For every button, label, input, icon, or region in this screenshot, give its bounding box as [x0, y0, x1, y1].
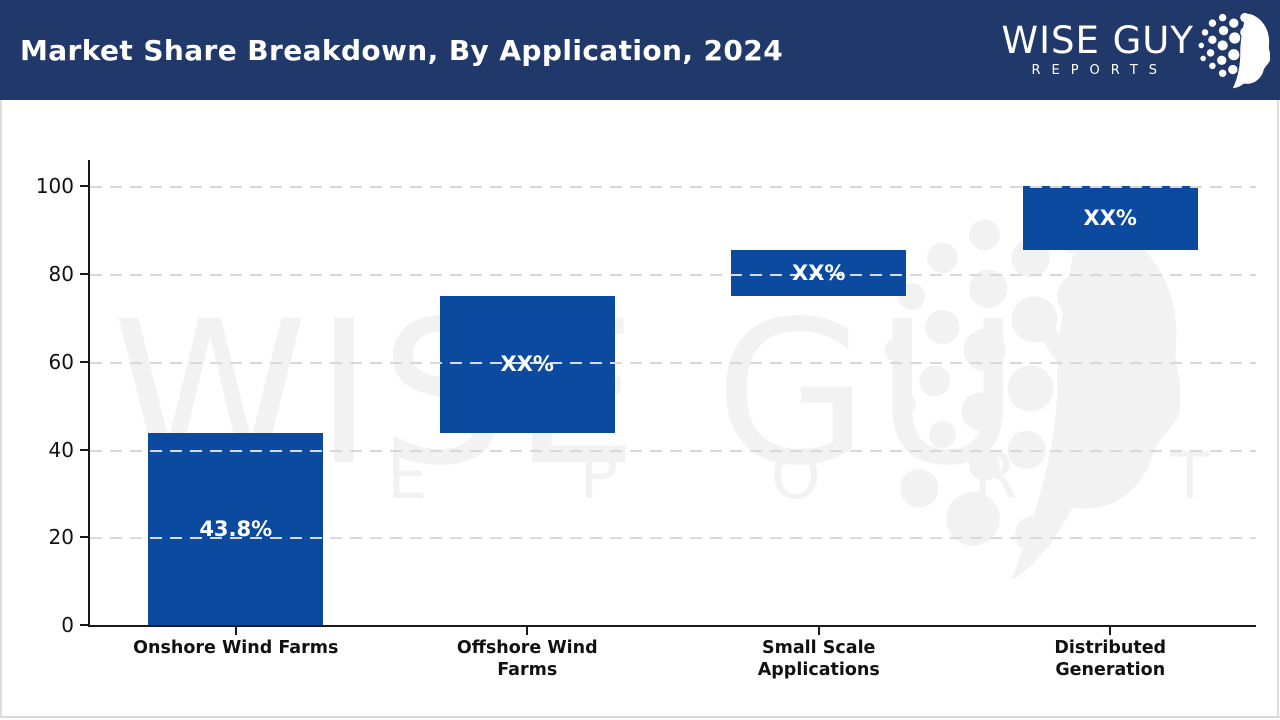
bar-segment: [1022, 186, 1198, 250]
y-tick-label: 100: [35, 174, 74, 199]
x-tick-label: Distributed Generation: [1054, 638, 1167, 680]
y-tick-mark: [80, 273, 88, 276]
frame-line-bottom: [0, 716, 1280, 718]
x-tick-label: Offshore Wind Farms: [456, 638, 598, 680]
x-tick-mark: [817, 627, 820, 635]
x-tick-label: Onshore Wind Farms: [133, 638, 339, 658]
bar-value-label: 43.8%: [199, 516, 273, 541]
gridline-y40: [90, 449, 1256, 452]
y-tick-label: 40: [48, 437, 74, 462]
y-tick-mark: [80, 360, 88, 363]
bar-segment: [439, 295, 615, 433]
bar-value-label: XX%: [500, 352, 554, 377]
x-tick-mark: [526, 627, 529, 635]
x-tick-label: Small Scale Applications: [757, 638, 880, 680]
plot-area: 0 20 40 60 80 100 43.8% Onshore Wind Farms XX% Of…: [36, 160, 1256, 680]
logo-wordmark: WISE GUY: [1001, 19, 1194, 62]
y-tick-mark: [80, 624, 88, 626]
bar-segment: [731, 249, 907, 296]
y-tick-mark: [80, 536, 88, 539]
bar-value-label: XX%: [792, 260, 846, 285]
logo-text: WISE GUY REPORTS: [1001, 19, 1194, 78]
y-tick-label: 0: [61, 613, 74, 637]
page-title: Market Share Breakdown, By Application, …: [20, 34, 784, 67]
y-tick-mark: [80, 185, 88, 188]
logo-head-icon: [1198, 12, 1270, 89]
head-watermark: [884, 215, 1180, 581]
y-tick-label: 80: [48, 262, 74, 287]
gridline-y80: [90, 274, 1256, 277]
y-tick-mark: [80, 448, 88, 451]
y-tick-label: 60: [48, 349, 74, 374]
header-bar: Market Share Breakdown, By Application, …: [0, 0, 1280, 100]
gridline-y100: [90, 186, 1256, 189]
bar-segment: [148, 432, 324, 625]
bar-value-label: XX%: [1083, 206, 1137, 231]
frame-line-right: [1277, 100, 1279, 717]
gridline-y20: [90, 537, 1256, 540]
x-tick-mark: [1109, 627, 1112, 635]
y-tick-label: 20: [48, 525, 74, 550]
wise-guy-logo: WISE GUY REPORTS: [1002, 8, 1270, 92]
x-tick-mark: [234, 627, 237, 635]
gridline-y60: [90, 361, 1256, 364]
frame-line-left: [0, 100, 2, 717]
logo-subtitle: REPORTS: [1031, 62, 1169, 78]
